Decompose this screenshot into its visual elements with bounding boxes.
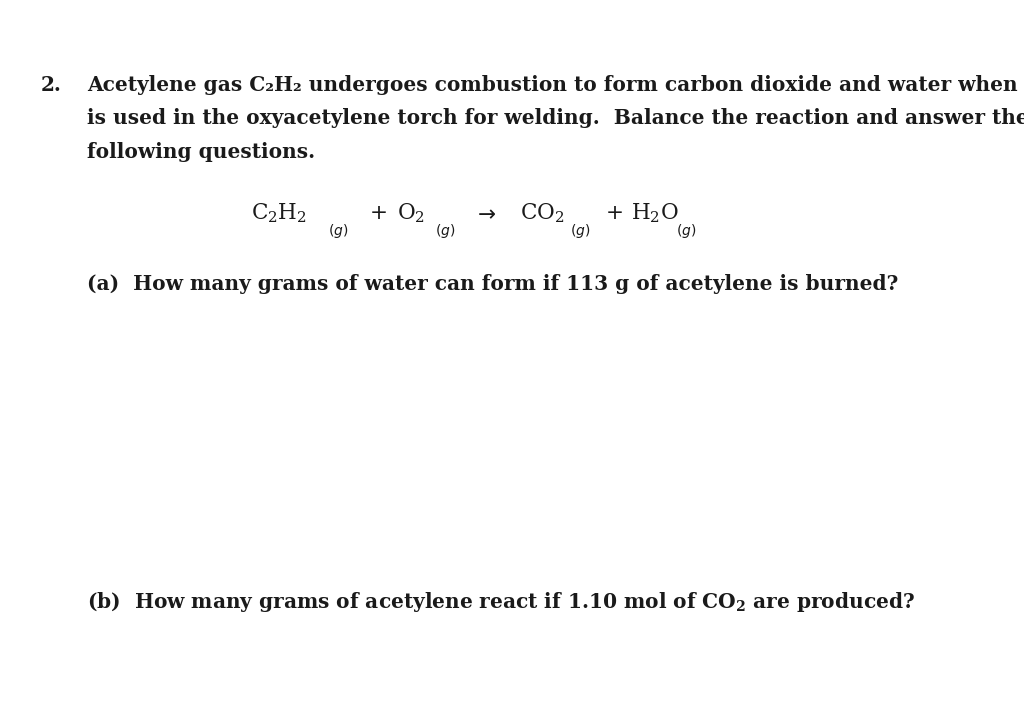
Text: $\mathregular{H_2O}$: $\mathregular{H_2O}$	[631, 201, 679, 225]
Text: is used in the oxyacetylene torch for welding.  Balance the reaction and answer : is used in the oxyacetylene torch for we…	[87, 108, 1024, 128]
Text: (b)  How many grams of acetylene react if 1.10 mol of $\mathregular{CO_2}$ are p: (b) How many grams of acetylene react if…	[87, 590, 915, 614]
Text: $(g)$: $(g)$	[570, 222, 591, 240]
Text: $\mathregular{CO_2}$: $\mathregular{CO_2}$	[520, 201, 564, 225]
Text: $(g)$: $(g)$	[435, 222, 456, 240]
Text: Acetylene gas C₂H₂ undergoes combustion to form carbon dioxide and water when it: Acetylene gas C₂H₂ undergoes combustion …	[87, 75, 1024, 95]
Text: $+$: $+$	[605, 203, 623, 224]
Text: 2.: 2.	[41, 75, 61, 95]
Text: $(g)$: $(g)$	[328, 222, 348, 240]
Text: $\mathregular{O_2}$: $\mathregular{O_2}$	[397, 201, 425, 225]
Text: $(g)$: $(g)$	[676, 222, 696, 240]
Text: $\rightarrow$: $\rightarrow$	[473, 203, 497, 224]
Text: $\mathregular{C_2H_2}$: $\mathregular{C_2H_2}$	[251, 201, 307, 225]
Text: $+$: $+$	[369, 203, 386, 224]
Text: following questions.: following questions.	[87, 142, 315, 162]
Text: (a)  How many grams of water can form if 113 g of acetylene is burned?: (a) How many grams of water can form if …	[87, 274, 898, 294]
